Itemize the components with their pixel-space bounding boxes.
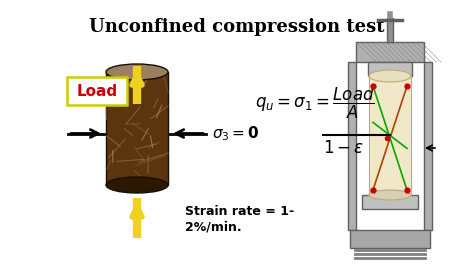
- Text: $\sigma_3 = \mathbf{0}$: $\sigma_3 = \mathbf{0}$: [212, 124, 259, 143]
- Text: $1 - \varepsilon$: $1 - \varepsilon$: [323, 140, 365, 157]
- Bar: [368, 62, 412, 76]
- Text: Strain rate = 1-
2%/min.: Strain rate = 1- 2%/min.: [185, 205, 294, 233]
- Bar: [362, 195, 418, 209]
- Bar: [369, 76, 411, 195]
- Text: $q_u = \sigma_1 = \dfrac{Load}{A}$: $q_u = \sigma_1 = \dfrac{Load}{A}$: [255, 85, 375, 121]
- Ellipse shape: [106, 177, 168, 193]
- Ellipse shape: [106, 64, 168, 80]
- Bar: [350, 230, 430, 248]
- Bar: [387, 18, 393, 42]
- Text: Unconfined compression test: Unconfined compression test: [89, 18, 385, 36]
- Bar: [348, 62, 356, 230]
- Bar: [356, 42, 424, 62]
- Text: Load: Load: [76, 84, 118, 98]
- Bar: [424, 62, 432, 230]
- Bar: [106, 72, 168, 185]
- FancyBboxPatch shape: [67, 77, 127, 105]
- Ellipse shape: [369, 190, 411, 200]
- Ellipse shape: [369, 70, 411, 82]
